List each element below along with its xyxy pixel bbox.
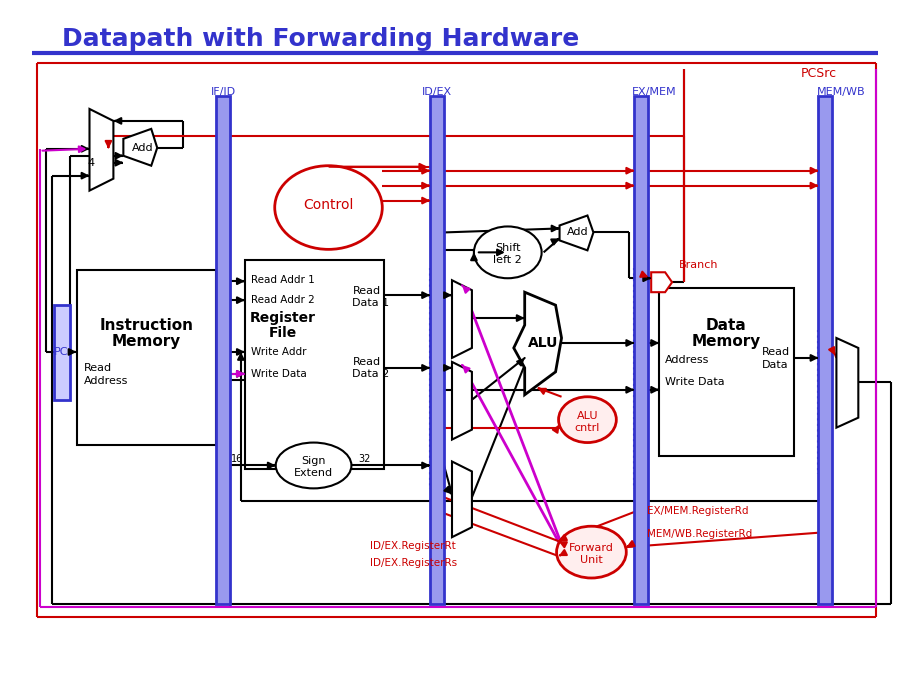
Text: PC: PC	[54, 347, 69, 357]
Text: Unit: Unit	[580, 555, 602, 565]
Bar	[77, 270, 216, 445]
Polygon shape	[513, 292, 561, 395]
Ellipse shape	[558, 397, 616, 443]
Text: Memory: Memory	[111, 335, 181, 350]
Text: 32: 32	[358, 454, 370, 464]
Text: Data 2: Data 2	[352, 369, 389, 379]
Text: Read: Read	[761, 347, 789, 357]
Ellipse shape	[275, 443, 351, 489]
Text: left 2: left 2	[493, 255, 522, 265]
Text: MEM/WB.RegisterRd: MEM/WB.RegisterRd	[647, 529, 751, 539]
Text: Sign: Sign	[301, 456, 325, 466]
Text: Add: Add	[566, 227, 588, 238]
Text: ALU: ALU	[526, 336, 557, 350]
Text: Data 1: Data 1	[352, 298, 389, 308]
Text: 4: 4	[88, 158, 95, 167]
Text: Shift: Shift	[495, 244, 520, 253]
Text: Read Addr 2: Read Addr 2	[250, 295, 314, 305]
Text: Write Data: Write Data	[250, 369, 306, 379]
Text: ALU: ALU	[576, 410, 598, 421]
Text: Data: Data	[704, 317, 745, 333]
Text: Address: Address	[665, 355, 709, 365]
Text: ID/EX.RegisterRs: ID/EX.RegisterRs	[370, 558, 457, 568]
Ellipse shape	[556, 526, 626, 578]
Ellipse shape	[275, 165, 382, 249]
Polygon shape	[835, 338, 857, 428]
Text: Memory: Memory	[691, 335, 759, 350]
Text: Control: Control	[303, 198, 353, 211]
Text: Branch: Branch	[678, 261, 718, 270]
Text: ID/EX: ID/EX	[422, 87, 452, 97]
Polygon shape	[123, 129, 157, 165]
Text: ID/EX.RegisterRt: ID/EX.RegisterRt	[370, 541, 456, 551]
Text: Read: Read	[352, 357, 380, 367]
Bar	[245, 261, 384, 469]
Polygon shape	[559, 215, 592, 250]
Polygon shape	[452, 462, 471, 537]
Text: Extend: Extend	[293, 468, 333, 479]
Text: Read: Read	[83, 363, 112, 373]
Text: 16: 16	[230, 454, 243, 464]
Ellipse shape	[473, 226, 541, 278]
Text: Read: Read	[352, 286, 380, 296]
Text: EX/MEM: EX/MEM	[631, 87, 675, 97]
Bar	[634, 96, 647, 604]
Text: MEM/WB: MEM/WB	[816, 87, 865, 97]
Text: Data: Data	[761, 360, 787, 370]
Text: IF/ID: IF/ID	[210, 87, 236, 97]
Text: PCSrc: PCSrc	[799, 67, 835, 80]
Text: Forward: Forward	[568, 543, 613, 553]
Bar	[53, 305, 70, 400]
Text: cntrl: cntrl	[574, 423, 600, 433]
Polygon shape	[650, 272, 671, 292]
Text: Datapath with Forwarding Hardware: Datapath with Forwarding Hardware	[61, 27, 578, 51]
Text: EX/MEM.RegisterRd: EX/MEM.RegisterRd	[647, 506, 748, 516]
Bar	[430, 96, 443, 604]
Text: Instruction: Instruction	[99, 317, 193, 333]
Polygon shape	[452, 362, 471, 439]
Text: Add: Add	[131, 143, 153, 153]
Bar	[817, 96, 832, 604]
Text: Read Addr 1: Read Addr 1	[250, 275, 314, 286]
Polygon shape	[89, 109, 113, 190]
Bar	[658, 288, 793, 456]
Text: Register: Register	[249, 311, 315, 325]
Text: File: File	[268, 326, 296, 340]
Bar	[216, 96, 229, 604]
Text: Address: Address	[83, 376, 127, 386]
Polygon shape	[452, 280, 471, 358]
Text: Write Addr: Write Addr	[250, 347, 306, 357]
Text: Write Data: Write Data	[665, 377, 724, 387]
